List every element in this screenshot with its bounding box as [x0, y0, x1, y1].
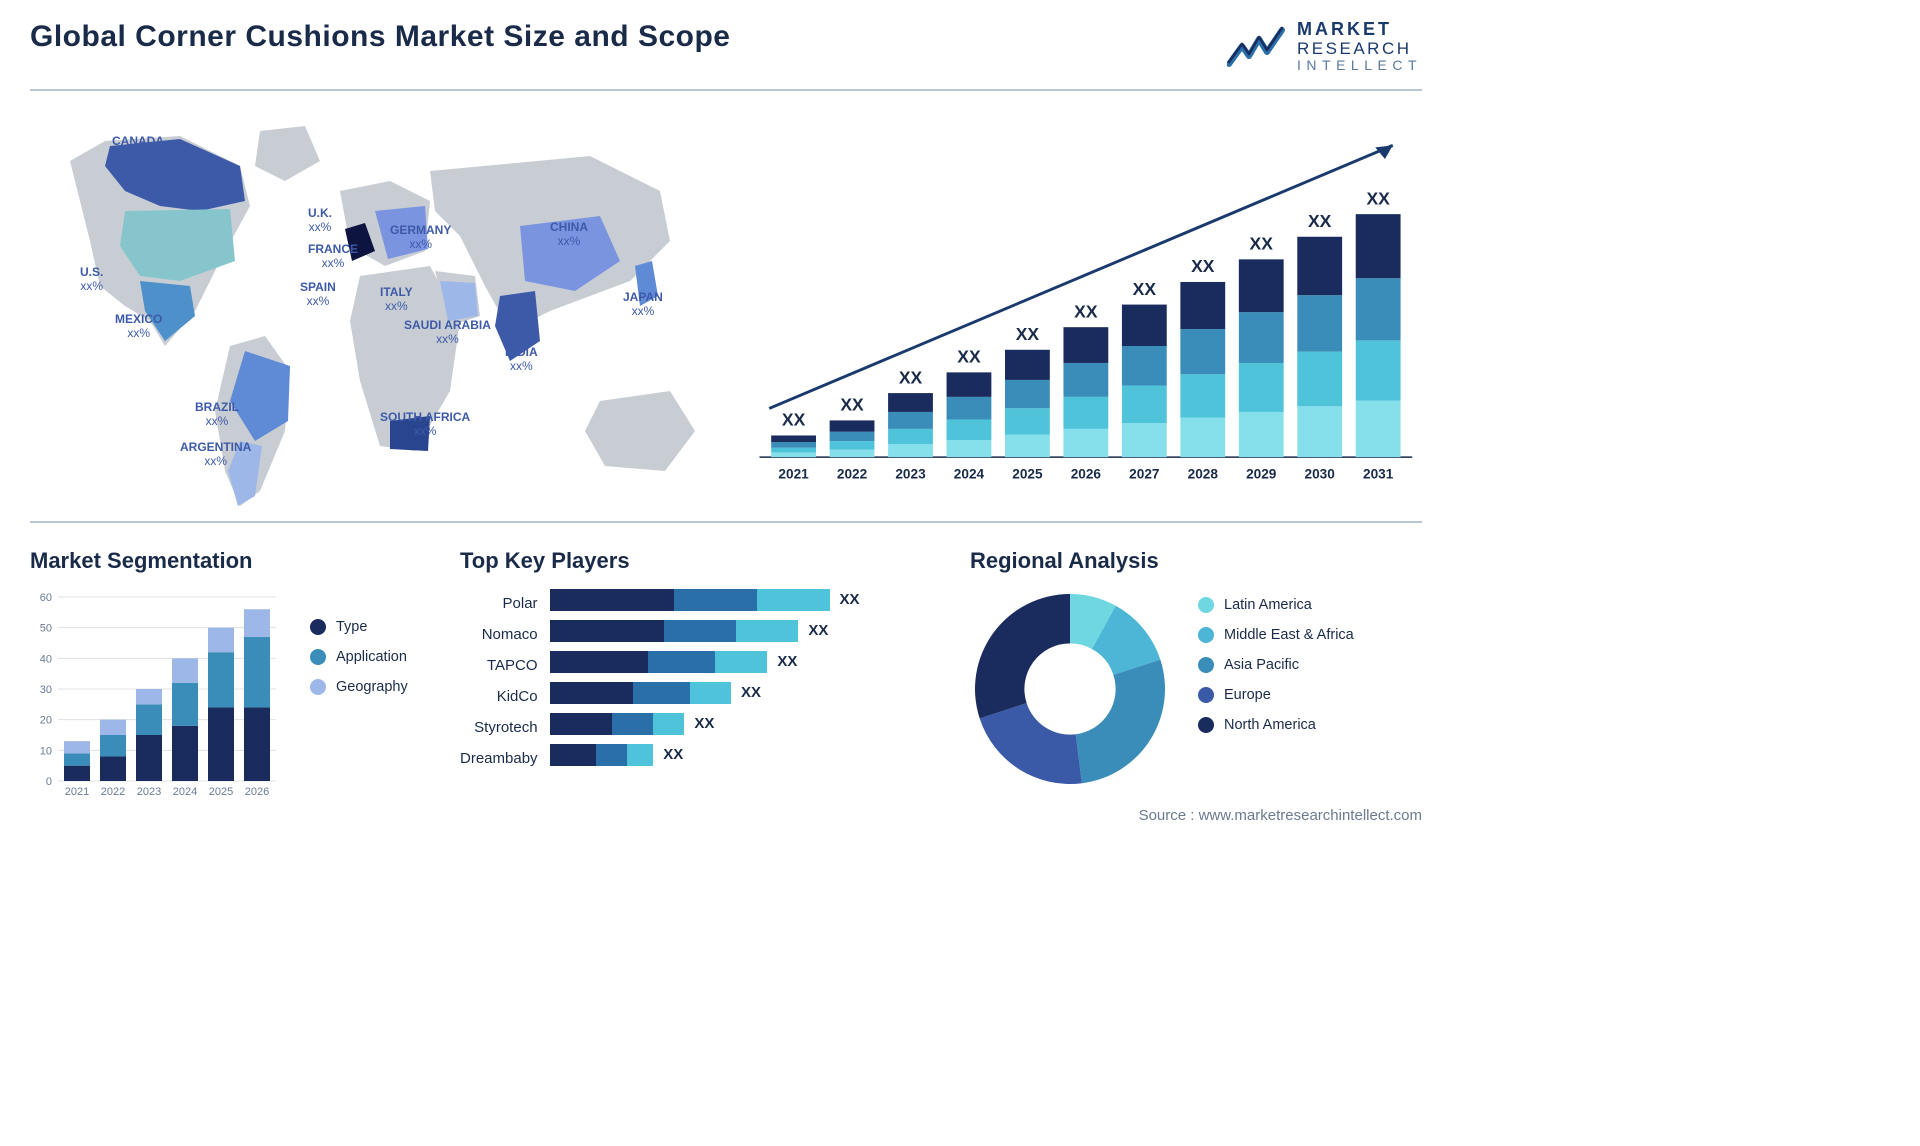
map-label: MEXICOxx%: [115, 313, 162, 341]
map-label: INDIAxx%: [505, 346, 538, 374]
svg-text:2026: 2026: [245, 786, 269, 798]
svg-text:20: 20: [40, 715, 52, 727]
svg-text:2030: 2030: [1305, 466, 1336, 481]
svg-text:2026: 2026: [1071, 466, 1102, 481]
player-value: XX: [694, 715, 714, 732]
region-panel: Regional Analysis Latin America Middle Ea…: [970, 548, 1422, 799]
svg-text:30: 30: [40, 684, 52, 696]
divider: [30, 89, 1422, 91]
map-label: U.S.xx%: [80, 266, 103, 294]
svg-text:XX: XX: [782, 410, 806, 430]
logo-text-2: RESEARCH: [1297, 40, 1422, 59]
player-row: XX: [550, 620, 930, 642]
legend-item: Application: [310, 649, 408, 665]
logo-text-1: MARKET: [1297, 20, 1422, 40]
svg-text:XX: XX: [1074, 301, 1098, 321]
brand-logo: MARKET RESEARCH INTELLECT: [1227, 20, 1422, 74]
player-row: XX: [550, 682, 930, 704]
svg-text:2021: 2021: [778, 466, 809, 481]
legend-item: Type: [310, 619, 408, 635]
region-title: Regional Analysis: [970, 548, 1422, 574]
player-label: Dreambaby: [460, 748, 538, 770]
players-labels: Polar Nomaco TAPCO KidCo Styrotech Dreambaby: [460, 589, 538, 775]
player-value: XX: [840, 591, 860, 608]
legend-item: Europe: [1198, 687, 1354, 703]
svg-text:2023: 2023: [895, 466, 926, 481]
map-label: SOUTH AFRICAxx%: [380, 411, 470, 439]
player-label: Polar: [503, 593, 538, 615]
donut-chart: [970, 589, 1170, 789]
players-bars: XX XX XX XX XX XX: [550, 589, 930, 775]
world-map: CANADAxx% U.S.xx% MEXICOxx% BRAZILxx% ARGENT…: [30, 111, 710, 511]
player-value: XX: [741, 684, 761, 701]
player-value: XX: [808, 622, 828, 639]
player-row: XX: [550, 744, 930, 766]
legend-item: Latin America: [1198, 597, 1354, 613]
map-label: ARGENTINAxx%: [180, 441, 251, 469]
svg-text:XX: XX: [1133, 279, 1157, 299]
logo-icon: [1227, 24, 1287, 69]
svg-text:2025: 2025: [1012, 466, 1043, 481]
legend-item: Asia Pacific: [1198, 657, 1354, 673]
svg-text:2023: 2023: [137, 786, 161, 798]
players-title: Top Key Players: [460, 548, 930, 574]
source-text: Source : www.marketresearchintellect.com: [1139, 807, 1422, 824]
legend-item: Geography: [310, 679, 408, 695]
svg-text:2024: 2024: [954, 466, 985, 481]
map-label: U.K.xx%: [308, 207, 332, 235]
players-panel: Top Key Players Polar Nomaco TAPCO KidCo Sty…: [460, 548, 930, 799]
map-label: BRAZILxx%: [195, 401, 239, 429]
svg-text:XX: XX: [840, 395, 864, 415]
svg-text:2028: 2028: [1188, 466, 1219, 481]
svg-text:2022: 2022: [101, 786, 125, 798]
map-label: SPAINxx%: [300, 281, 336, 309]
map-label: JAPANxx%: [623, 291, 663, 319]
segmentation-title: Market Segmentation: [30, 548, 420, 574]
player-label: KidCo: [497, 686, 538, 708]
svg-text:2025: 2025: [209, 786, 233, 798]
map-label: FRANCExx%: [308, 243, 358, 271]
player-row: XX: [550, 589, 930, 611]
svg-text:2027: 2027: [1129, 466, 1159, 481]
svg-text:XX: XX: [899, 367, 923, 387]
legend-item: Middle East & Africa: [1198, 627, 1354, 643]
forecast-chart: XX 2021 XX 2022 XX 2023 XX 2024 XX 2025 XX 2026 XX 20…: [740, 111, 1422, 511]
player-row: XX: [550, 651, 930, 673]
svg-text:XX: XX: [1191, 256, 1215, 276]
svg-text:40: 40: [40, 653, 52, 665]
region-legend: Latin America Middle East & Africa Asia Pa…: [1198, 597, 1354, 789]
svg-text:2024: 2024: [173, 786, 197, 798]
svg-text:2029: 2029: [1246, 466, 1277, 481]
player-row: XX: [550, 713, 930, 735]
page-title: Global Corner Cushions Market Size and S…: [30, 20, 730, 54]
svg-text:XX: XX: [1250, 233, 1274, 253]
svg-text:XX: XX: [1366, 188, 1390, 208]
svg-text:XX: XX: [1016, 324, 1040, 344]
legend-item: North America: [1198, 717, 1354, 733]
svg-text:0: 0: [46, 776, 52, 788]
divider: [30, 521, 1422, 523]
svg-text:2031: 2031: [1363, 466, 1394, 481]
svg-text:2021: 2021: [65, 786, 89, 798]
map-label: CANADAxx%: [112, 135, 164, 163]
segmentation-legend: Type Application Geography: [310, 619, 408, 799]
map-label: SAUDI ARABIAxx%: [404, 319, 491, 347]
player-value: XX: [663, 746, 683, 763]
svg-text:XX: XX: [957, 347, 981, 367]
player-label: TAPCO: [487, 655, 538, 677]
svg-text:10: 10: [40, 745, 52, 757]
svg-text:60: 60: [40, 592, 52, 604]
map-label: CHINAxx%: [550, 221, 588, 249]
logo-text-3: INTELLECT: [1297, 58, 1422, 73]
svg-text:50: 50: [40, 623, 52, 635]
segmentation-panel: Market Segmentation 0 10 20 30 40 50 60 2021 202…: [30, 548, 420, 799]
map-label: ITALYxx%: [380, 286, 413, 314]
player-label: Nomaco: [482, 624, 538, 646]
svg-text:2022: 2022: [837, 466, 868, 481]
map-label: GERMANYxx%: [390, 224, 451, 252]
player-label: Styrotech: [474, 717, 537, 739]
player-value: XX: [777, 653, 797, 670]
svg-text:XX: XX: [1308, 211, 1332, 231]
